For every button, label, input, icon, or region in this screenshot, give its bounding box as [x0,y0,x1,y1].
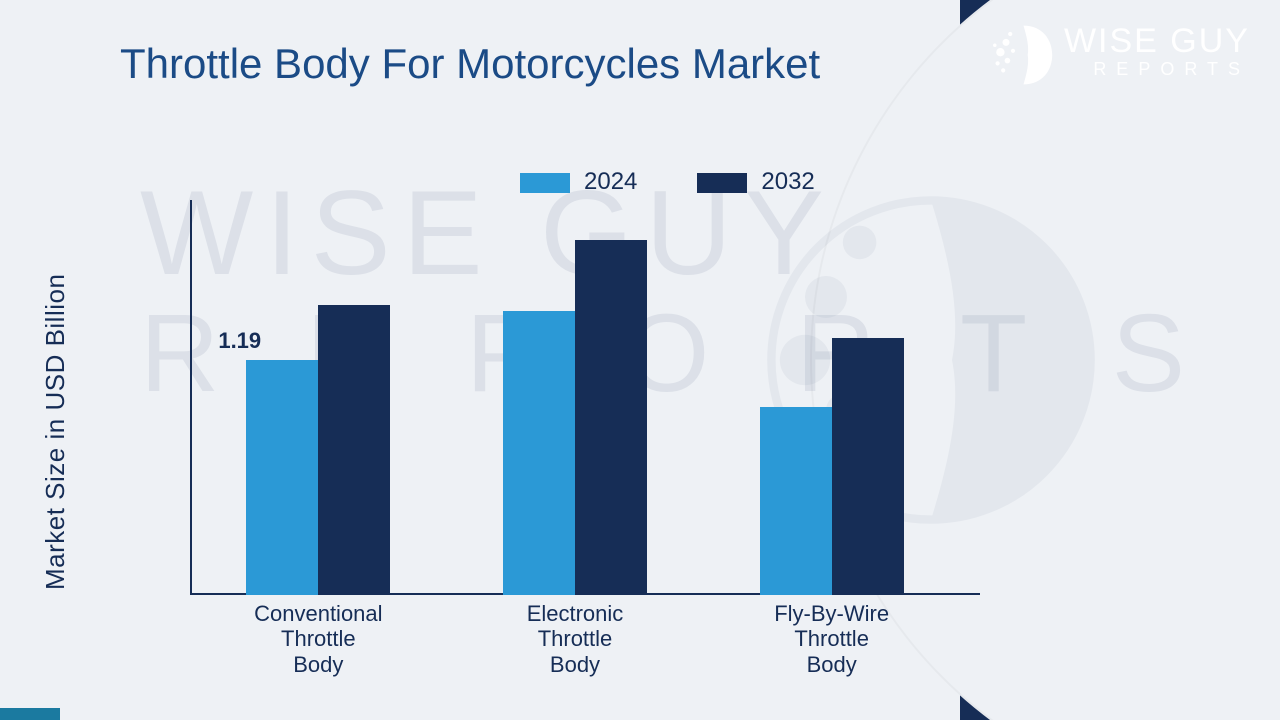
legend-item-2024: 2024 [520,168,637,196]
bar [760,407,832,595]
bar [503,311,575,595]
bar-groups: 1.19 [190,200,960,595]
bar-value-label: 1.19 [218,328,261,354]
bottom-accent-bar [0,708,60,720]
bar [246,360,318,595]
category-label: ElectronicThrottleBody [485,601,665,677]
chart-title: Throttle Body For Motorcycles Market [120,40,840,88]
logo-line2: REPORTS [1064,60,1250,78]
logo-head-icon [985,20,1055,90]
bar [832,338,904,595]
bar [575,240,647,596]
y-axis-label: Market Size in USD Billion [40,274,71,590]
legend-label-2024: 2024 [584,168,637,195]
bar-group: 1.19 [228,305,408,595]
legend-label-2032: 2032 [761,168,814,195]
legend: 2024 2032 [520,168,815,196]
category-label: Fly-By-WireThrottleBody [742,601,922,677]
bar-group [742,338,922,595]
legend-item-2032: 2032 [697,168,814,196]
plot-area: 1.19 ConventionalThrottleBodyElectronicT… [110,200,960,595]
brand-logo: WISE GUY REPORTS [1064,24,1250,78]
legend-swatch-2024 [520,173,570,193]
legend-swatch-2032 [697,173,747,193]
bar [318,305,390,595]
category-labels: ConventionalThrottleBody ElectronicThrott… [190,601,960,677]
category-label: ConventionalThrottleBody [228,601,408,677]
logo-line1: WISE GUY [1064,24,1250,58]
bar-group [485,240,665,596]
